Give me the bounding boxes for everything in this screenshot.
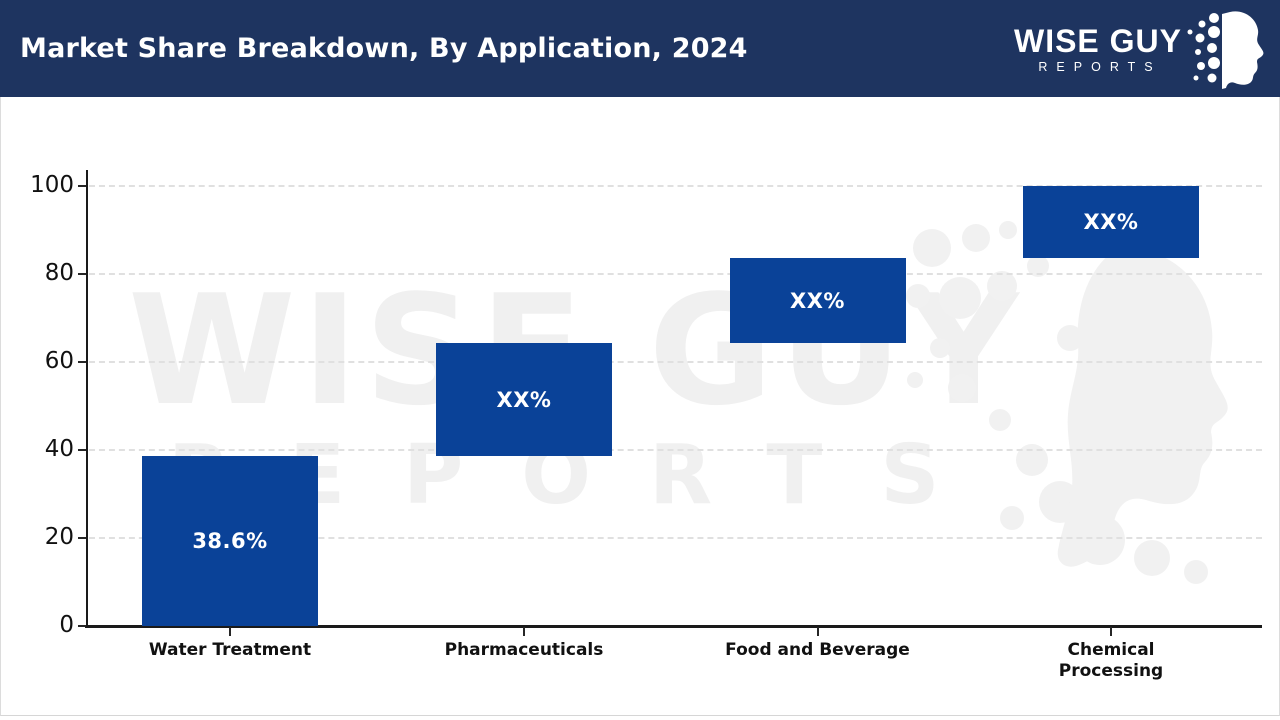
brand-logo: WISE GUY REPORTS <box>1014 8 1268 90</box>
y-gridline-80 <box>89 273 1262 275</box>
y-tick-label-80: 80 <box>44 260 74 286</box>
page-title: Market Share Breakdown, By Application, … <box>20 33 748 64</box>
y-tick-label-40: 40 <box>44 436 74 462</box>
brand-face-icon <box>1187 11 1264 89</box>
y-tick-100 <box>78 185 86 187</box>
bar-segment-1: XX% <box>436 343 612 457</box>
watermark-face-dots <box>906 221 1228 584</box>
header-bar: Market Share Breakdown, By Application, … <box>0 0 1280 97</box>
x-tick-0 <box>229 627 231 636</box>
x-category-label-2: Food and Beverage <box>725 640 910 660</box>
y-tick-20 <box>78 537 86 539</box>
bar-value-label-0: 38.6% <box>192 529 268 554</box>
bar-value-label-2: XX% <box>790 288 845 313</box>
y-gridline-20 <box>89 537 1262 539</box>
bar-segment-3: XX% <box>1023 186 1199 259</box>
bar-segment-2: XX% <box>729 258 906 344</box>
x-category-label-1: Pharmaceuticals <box>444 640 604 660</box>
bar-value-label-3: XX% <box>1083 210 1139 235</box>
y-gridline-60 <box>89 361 1262 363</box>
x-tick-2 <box>816 627 819 636</box>
y-tick-label-20: 20 <box>44 524 74 550</box>
y-axis-line <box>86 170 88 628</box>
bar-segment-0: 38.6% <box>142 456 318 626</box>
bar-value-label-1: XX% <box>496 387 552 412</box>
y-tick-0 <box>78 625 86 627</box>
y-tick-label-0: 0 <box>59 612 74 638</box>
x-category-label-3: Chemical Processing <box>1058 640 1164 682</box>
y-tick-40 <box>78 449 86 451</box>
y-gridline-100 <box>89 185 1262 187</box>
y-tick-label-100: 100 <box>30 172 74 198</box>
brand-logo-text: WISE GUY REPORTS <box>1014 25 1182 74</box>
y-gridline-40 <box>89 449 1262 451</box>
brand-wordmark: WISE GUY <box>1013 22 1182 59</box>
x-tick-3 <box>1110 627 1112 636</box>
y-tick-60 <box>78 361 86 363</box>
y-tick-label-60: 60 <box>44 348 74 374</box>
brand-sub-wordmark: REPORTS <box>1038 59 1162 74</box>
x-tick-1 <box>523 627 525 636</box>
x-axis-line <box>85 625 1262 628</box>
y-tick-80 <box>78 273 86 275</box>
x-category-label-0: Water Treatment <box>148 640 312 660</box>
